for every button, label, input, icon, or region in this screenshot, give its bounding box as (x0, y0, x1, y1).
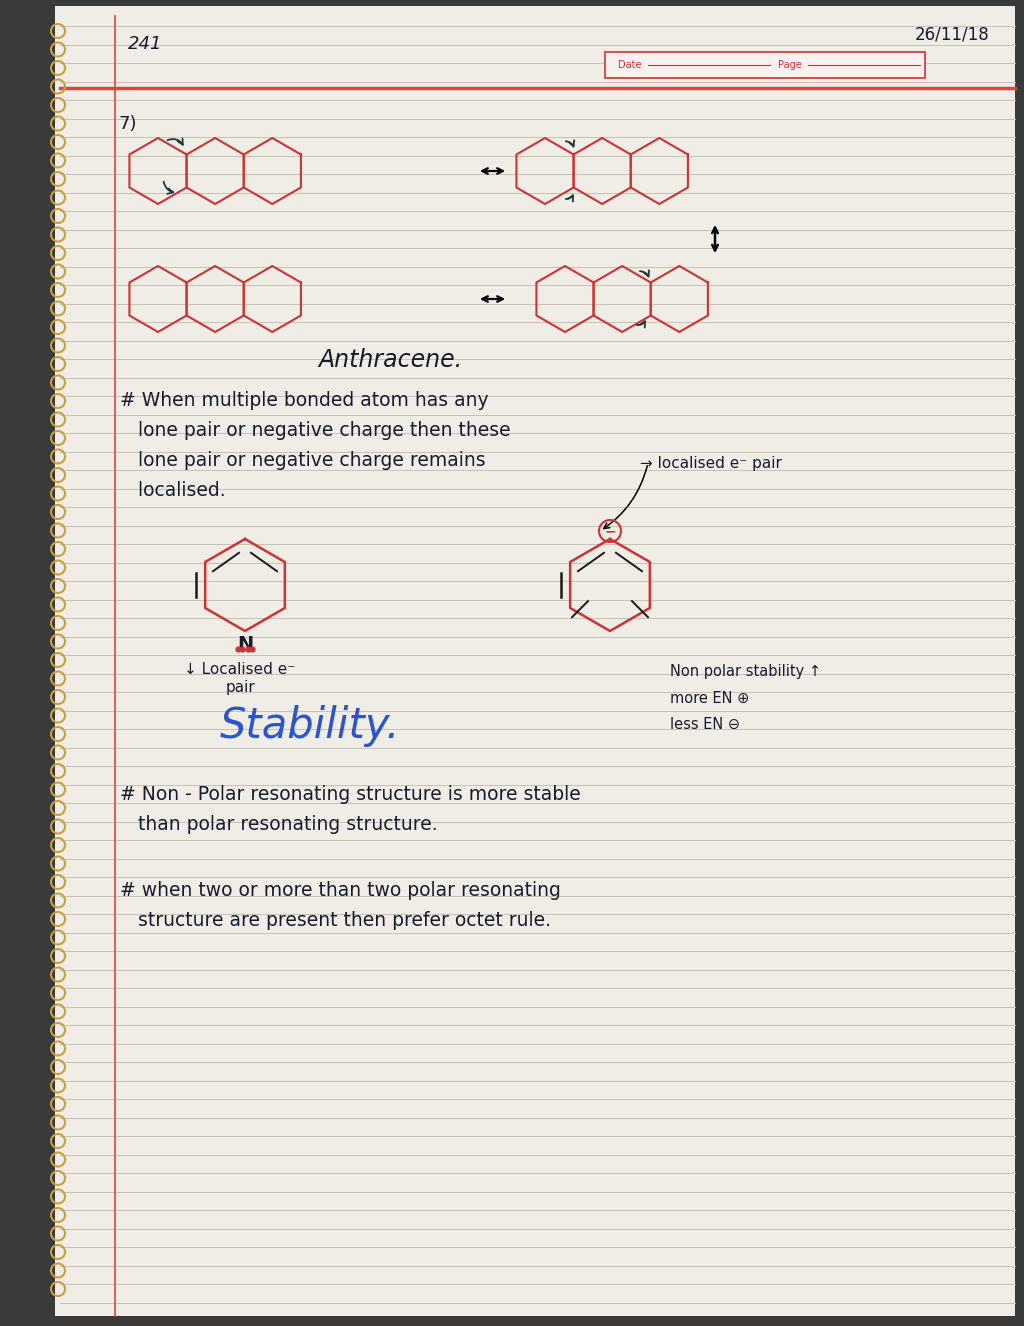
Text: → localised e⁻ pair: → localised e⁻ pair (640, 456, 782, 471)
Text: localised.: localised. (120, 480, 225, 500)
Text: lone pair or negative charge remains: lone pair or negative charge remains (120, 451, 485, 469)
Bar (605, 52, 925, 78)
Text: lone pair or negative charge then these: lone pair or negative charge then these (120, 420, 511, 439)
Text: # When multiple bonded atom has any: # When multiple bonded atom has any (120, 390, 488, 410)
Text: ↓ Localised e⁻: ↓ Localised e⁻ (184, 662, 296, 676)
Text: −: − (604, 524, 615, 538)
Text: structure are present then prefer octet rule.: structure are present then prefer octet … (120, 911, 551, 930)
Text: Non polar stability ↑: Non polar stability ↑ (670, 663, 821, 679)
Text: less EN ⊖: less EN ⊖ (670, 716, 740, 732)
Text: pair: pair (225, 679, 255, 695)
Text: # when two or more than two polar resonating: # when two or more than two polar resona… (120, 880, 561, 899)
Text: 241: 241 (128, 34, 163, 53)
Text: 7): 7) (118, 115, 136, 133)
Text: more EN ⊕: more EN ⊕ (670, 691, 750, 705)
Text: N: N (237, 635, 253, 654)
Text: Date: Date (618, 60, 641, 70)
Text: Stability.: Stability. (220, 705, 400, 747)
Text: Page: Page (778, 60, 802, 70)
Text: Anthracene.: Anthracene. (317, 347, 462, 373)
Text: # Non - Polar resonating structure is more stable: # Non - Polar resonating structure is mo… (120, 785, 581, 804)
Text: 26/11/18: 26/11/18 (915, 25, 990, 42)
Text: than polar resonating structure.: than polar resonating structure. (120, 814, 437, 834)
